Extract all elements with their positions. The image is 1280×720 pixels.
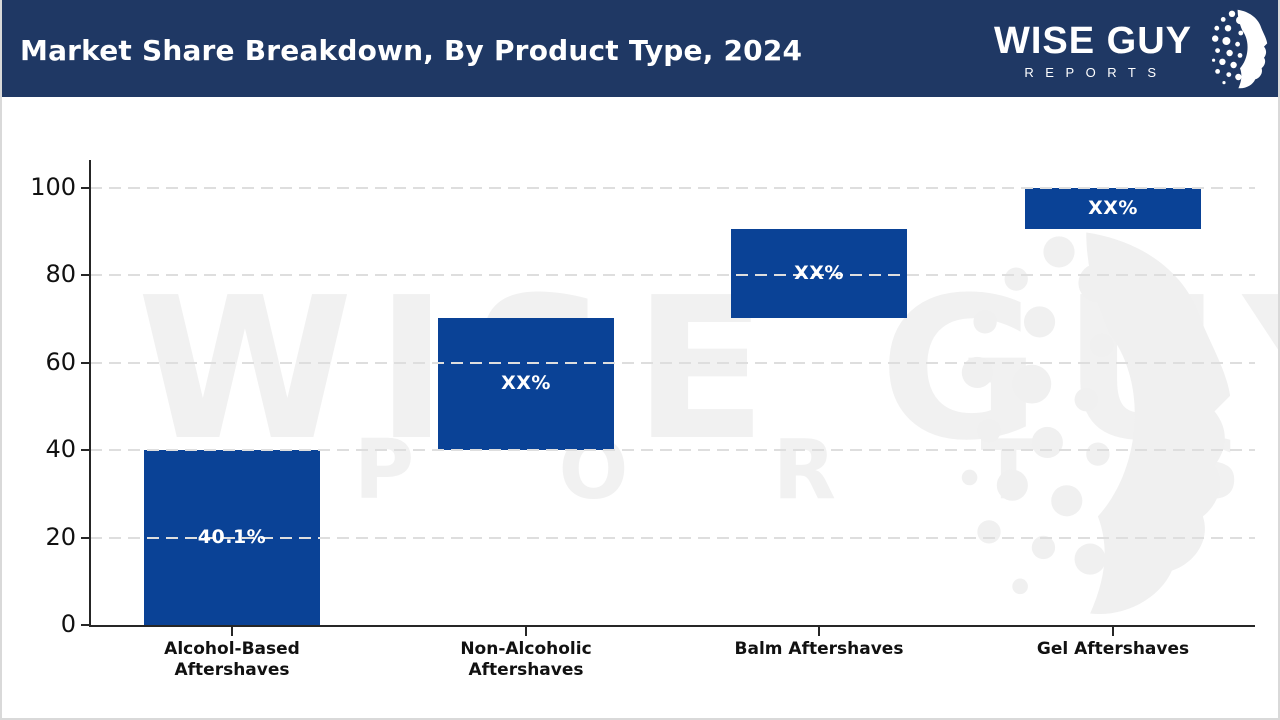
y-tick-100: [81, 186, 90, 189]
x-tick-balm-aftershaves: [818, 627, 820, 636]
x-category-label-alcohol-based-aftershaves: Alcohol-Based Aftershaves: [112, 639, 352, 681]
x-category-label-line: Balm Aftershaves: [734, 639, 904, 659]
y-tick-20: [81, 536, 90, 539]
bar-non-alcoholic-aftershaves: [438, 318, 614, 450]
y-tick-60: [81, 361, 90, 364]
gridline-100: [90, 186, 1255, 189]
y-tick-label-80: 80: [45, 260, 76, 288]
logo-face-profile-icon: [1212, 9, 1268, 89]
y-tick-label-0: 0: [60, 610, 76, 638]
x-category-label-line: Aftershaves: [174, 660, 290, 680]
x-category-label-line: Aftershaves: [468, 660, 584, 680]
x-category-label-balm-aftershaves: Balm Aftershaves: [699, 639, 939, 660]
logo-wordmark-line1: WISE GUY: [993, 20, 1192, 62]
x-axis-line: [89, 625, 1255, 627]
gridline-20: [90, 536, 1255, 539]
bar-balm-aftershaves: [731, 228, 907, 319]
gridline-60: [90, 361, 1255, 364]
y-tick-label-60: 60: [45, 347, 76, 376]
logo-wordmark: WISE GUY REPORTS: [994, 20, 1192, 80]
x-tick-alcohol-based-aftershaves: [231, 627, 233, 636]
y-tick-label-20: 20: [45, 522, 76, 551]
y-tick-40: [81, 449, 90, 451]
x-tick-non-alcoholic-aftershaves: [525, 627, 527, 636]
x-category-label-non-alcoholic-aftershaves: Non-Alcoholic Aftershaves: [406, 639, 646, 681]
x-category-label-line: Alcohol-Based: [164, 639, 300, 659]
header-bar: Market Share Breakdown, By Product Type,…: [2, 0, 1278, 97]
y-tick-label-100: 100: [30, 172, 76, 201]
x-category-label-line: Gel Aftershaves: [1036, 639, 1190, 659]
bar-gel-aftershaves: [1025, 187, 1201, 229]
y-axis-line: [89, 160, 91, 627]
x-tick-gel-aftershaves: [1112, 627, 1114, 636]
gridline-40: [90, 449, 1255, 451]
x-category-label-line: Non-Alcoholic: [460, 639, 592, 659]
bar-label-alcohol-based-aftershaves: 40.1%: [197, 525, 267, 548]
y-tick-0: [81, 624, 90, 626]
gridline-80: [90, 274, 1255, 276]
logo-wordmark-line2: REPORTS: [1024, 65, 1168, 80]
x-category-label-gel-aftershaves: Gel Aftershaves: [993, 639, 1233, 660]
bar-label-gel-aftershaves: XX%: [1088, 196, 1138, 219]
chart-title: Market Share Breakdown, By Product Type,…: [20, 34, 803, 67]
bar-label-non-alcoholic-aftershaves: XX%: [501, 372, 551, 395]
y-tick-80: [81, 274, 90, 276]
bar-label-balm-aftershaves: XX%: [794, 261, 844, 284]
y-tick-label-40: 40: [45, 435, 76, 463]
wise-guy-reports-logo: WISE GUY REPORTS: [994, 6, 1268, 92]
